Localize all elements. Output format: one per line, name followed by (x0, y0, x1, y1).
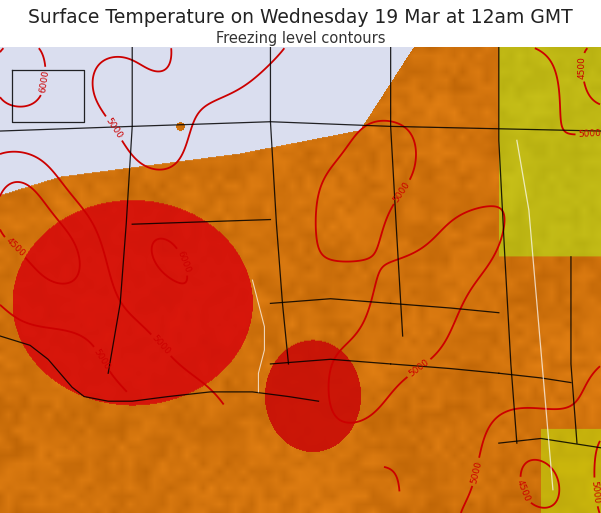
Text: 4500: 4500 (578, 56, 587, 78)
Text: Freezing level contours: Freezing level contours (216, 31, 385, 46)
Text: 6000: 6000 (175, 249, 192, 274)
Text: 5000: 5000 (469, 460, 483, 484)
Text: 5000: 5000 (578, 129, 601, 139)
Text: 6000: 6000 (39, 69, 51, 93)
Text: 5000: 5000 (590, 480, 601, 504)
Text: 5000: 5000 (92, 347, 112, 371)
Text: 5000: 5000 (407, 358, 431, 379)
Text: 4500: 4500 (4, 236, 26, 259)
Text: Surface Temperature on Wednesday 19 Mar at 12am GMT: Surface Temperature on Wednesday 19 Mar … (28, 8, 573, 27)
Text: 5000: 5000 (104, 116, 124, 141)
Text: 4500: 4500 (514, 479, 531, 503)
Text: 5000: 5000 (150, 333, 172, 357)
Text: 5000: 5000 (392, 180, 412, 204)
